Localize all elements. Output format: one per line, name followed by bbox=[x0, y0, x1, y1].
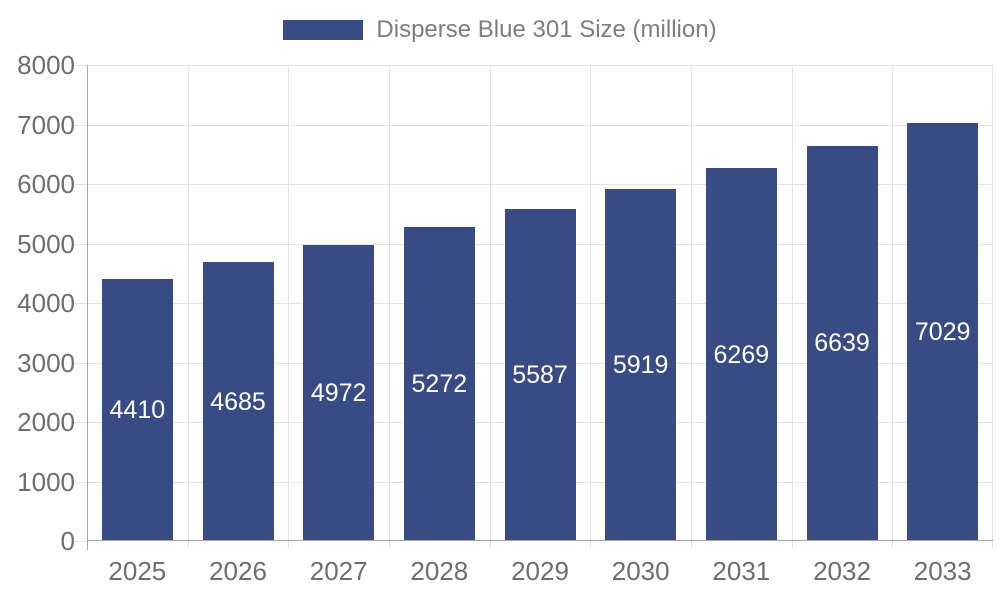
bar-value-label: 6269 bbox=[713, 340, 770, 369]
y-tick-mark bbox=[74, 541, 87, 542]
y-axis-labels: 0 1000 2000 3000 4000 5000 6000 7000 8000 bbox=[0, 51, 75, 555]
x-tick-label: 2031 bbox=[712, 556, 771, 586]
bar-value-label: 4972 bbox=[310, 379, 367, 408]
legend: Disperse Blue 301 Size (million) bbox=[0, 16, 1000, 44]
x-tick-label: 2027 bbox=[309, 556, 368, 586]
plot-area: 4410 4685 4972 5272 5587 5919 6269 6639 7029 bbox=[74, 65, 993, 550]
y-tick-mark bbox=[74, 481, 87, 483]
y-tick-label: 3000 bbox=[17, 347, 75, 378]
y-tick-mark bbox=[74, 243, 87, 245]
bar-value-label: 6639 bbox=[814, 329, 870, 358]
h-gridline bbox=[87, 124, 993, 126]
x-tick-label: 2025 bbox=[108, 556, 167, 586]
y-tick-label: 6000 bbox=[17, 169, 75, 199]
x-tick-label: 2029 bbox=[511, 556, 569, 586]
y-tick-mark bbox=[74, 65, 87, 66]
y-tick-label: 1000 bbox=[17, 466, 75, 497]
x-tick-mark bbox=[590, 541, 592, 549]
v-gridline bbox=[489, 65, 491, 541]
y-tick-mark bbox=[74, 184, 87, 185]
v-gridline bbox=[892, 65, 894, 541]
bar: 6269 bbox=[705, 168, 777, 541]
bar-value-label: 4410 bbox=[109, 395, 166, 424]
bar-value-label: 5919 bbox=[612, 350, 669, 379]
y-tick-mark bbox=[74, 303, 87, 304]
y-tick-mark bbox=[74, 362, 87, 364]
bar: 5272 bbox=[403, 227, 475, 541]
x-tick-mark bbox=[791, 541, 793, 549]
x-axis-labels: 2025 2026 2027 2028 2029 2030 2031 2032 2033 bbox=[87, 556, 993, 588]
bar: 7029 bbox=[907, 122, 979, 541]
bar-value-label: 7029 bbox=[914, 317, 971, 346]
y-tick-label: 8000 bbox=[17, 50, 75, 80]
y-tick-label: 0 bbox=[60, 526, 75, 556]
bar-value-label: 4685 bbox=[210, 387, 266, 416]
x-tick-label: 2032 bbox=[813, 556, 871, 586]
x-tick-label: 2026 bbox=[209, 556, 267, 586]
x-tick-mark bbox=[389, 541, 390, 549]
y-tick-label: 4000 bbox=[17, 288, 75, 318]
x-tick-mark bbox=[489, 541, 491, 549]
bar-value-label: 5587 bbox=[512, 360, 568, 389]
y-tick-label: 5000 bbox=[17, 228, 75, 259]
x-tick-label: 2028 bbox=[410, 556, 469, 586]
bar: 4410 bbox=[101, 278, 173, 541]
bar: 5587 bbox=[504, 208, 576, 541]
y-tick-label: 2000 bbox=[17, 407, 75, 437]
bar: 4972 bbox=[303, 245, 375, 541]
x-tick-mark bbox=[187, 541, 189, 549]
v-gridline bbox=[187, 65, 189, 541]
bar-value-label: 5272 bbox=[411, 370, 468, 399]
v-gridline bbox=[288, 65, 290, 541]
v-gridline bbox=[389, 65, 390, 541]
bar: 4685 bbox=[202, 262, 274, 541]
y-tick-mark bbox=[74, 124, 87, 126]
legend-label: Disperse Blue 301 Size (million) bbox=[376, 16, 717, 43]
x-tick-mark bbox=[288, 541, 290, 549]
bar: 5919 bbox=[605, 188, 677, 541]
y-tick-label: 7000 bbox=[17, 109, 75, 140]
x-tick-mark bbox=[691, 541, 692, 549]
v-gridline bbox=[992, 65, 993, 541]
v-gridline bbox=[791, 65, 793, 541]
y-tick-mark bbox=[74, 422, 87, 423]
v-gridline bbox=[590, 65, 592, 541]
x-tick-mark bbox=[992, 541, 993, 549]
bar: 6639 bbox=[806, 145, 878, 541]
x-axis-line bbox=[87, 540, 993, 541]
legend-swatch bbox=[283, 20, 364, 40]
h-gridline bbox=[87, 184, 993, 185]
x-tick-mark bbox=[892, 541, 894, 549]
x-tick-label: 2033 bbox=[913, 556, 972, 586]
h-gridline bbox=[87, 65, 993, 66]
x-tick-label: 2030 bbox=[611, 556, 670, 586]
v-gridline bbox=[691, 65, 692, 541]
y-axis-line bbox=[87, 65, 88, 550]
